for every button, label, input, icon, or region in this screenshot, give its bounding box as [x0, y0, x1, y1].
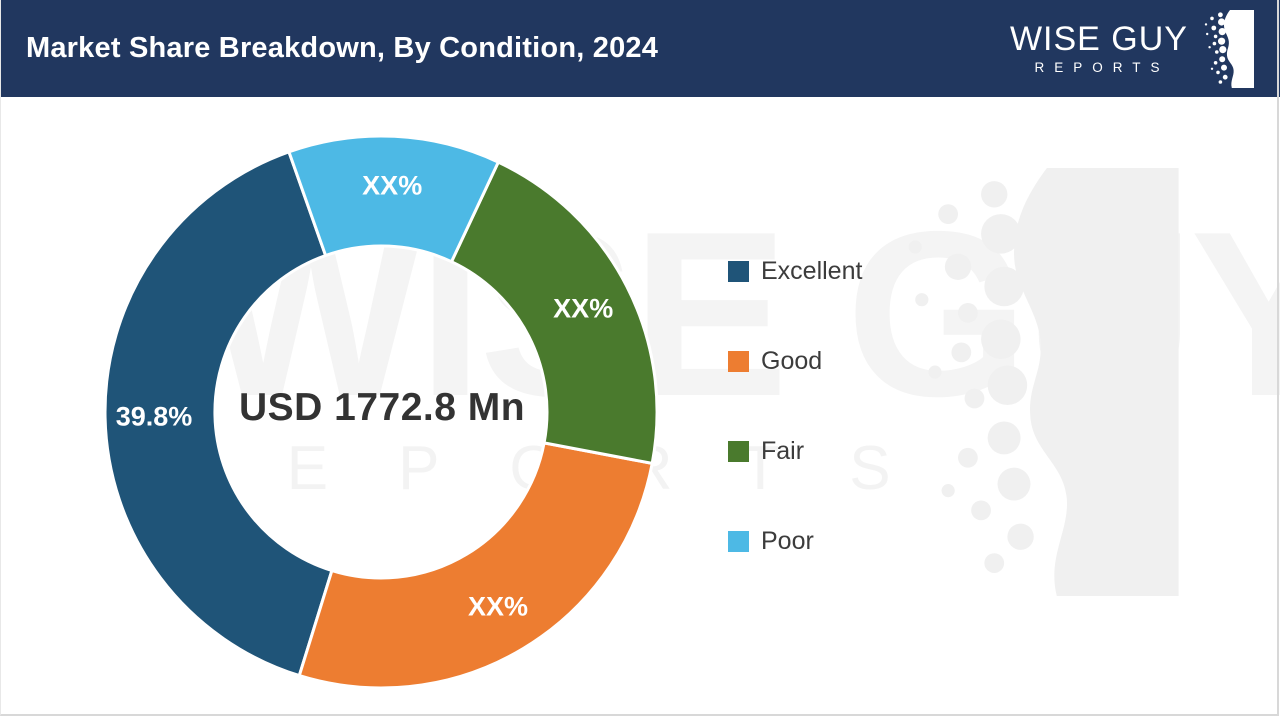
donut-segment-poor	[287, 134, 500, 264]
legend-item-poor: Poor	[728, 529, 862, 554]
segment-label-excellent: 39.8%	[116, 402, 193, 432]
logo-brand-sub: REPORTS	[1034, 60, 1170, 75]
legend-swatch-fair	[728, 441, 749, 462]
legend-label-good: Good	[761, 347, 823, 375]
legend-item-good: Good	[728, 349, 862, 374]
logo-face-icon	[1204, 9, 1254, 88]
segment-label-good: XX%	[468, 592, 528, 622]
donut-center-value: USD 1772.8 Mn	[238, 386, 526, 429]
donut-segment-excellent	[103, 150, 334, 678]
legend-swatch-excellent	[728, 261, 749, 282]
header-bar: Market Share Breakdown, By Condition, 20…	[0, 0, 1280, 97]
page-title: Market Share Breakdown, By Condition, 20…	[26, 32, 659, 64]
segment-label-fair: XX%	[553, 294, 613, 324]
legend-swatch-poor	[728, 531, 749, 552]
legend-swatch-good	[728, 351, 749, 372]
logo-wordmark: WISE GUY REPORTS	[1010, 22, 1188, 75]
donut-segment-fair	[450, 160, 659, 465]
watermark-face-icon	[908, 168, 1179, 596]
legend-label-poor: Poor	[761, 527, 814, 555]
donut-segment-good	[297, 441, 654, 690]
legend-label-excellent: Excellent	[761, 257, 863, 285]
wise-guy-logo: WISE GUY REPORTS	[1010, 8, 1254, 90]
segment-label-poor: XX%	[362, 170, 422, 200]
legend-item-fair: Fair	[728, 439, 862, 464]
legend-label-fair: Fair	[761, 437, 805, 465]
legend: Excellent Good Fair Poor	[728, 259, 862, 554]
logo-brand-name: WISE GUY	[1009, 20, 1188, 58]
legend-item-excellent: Excellent	[728, 259, 862, 284]
